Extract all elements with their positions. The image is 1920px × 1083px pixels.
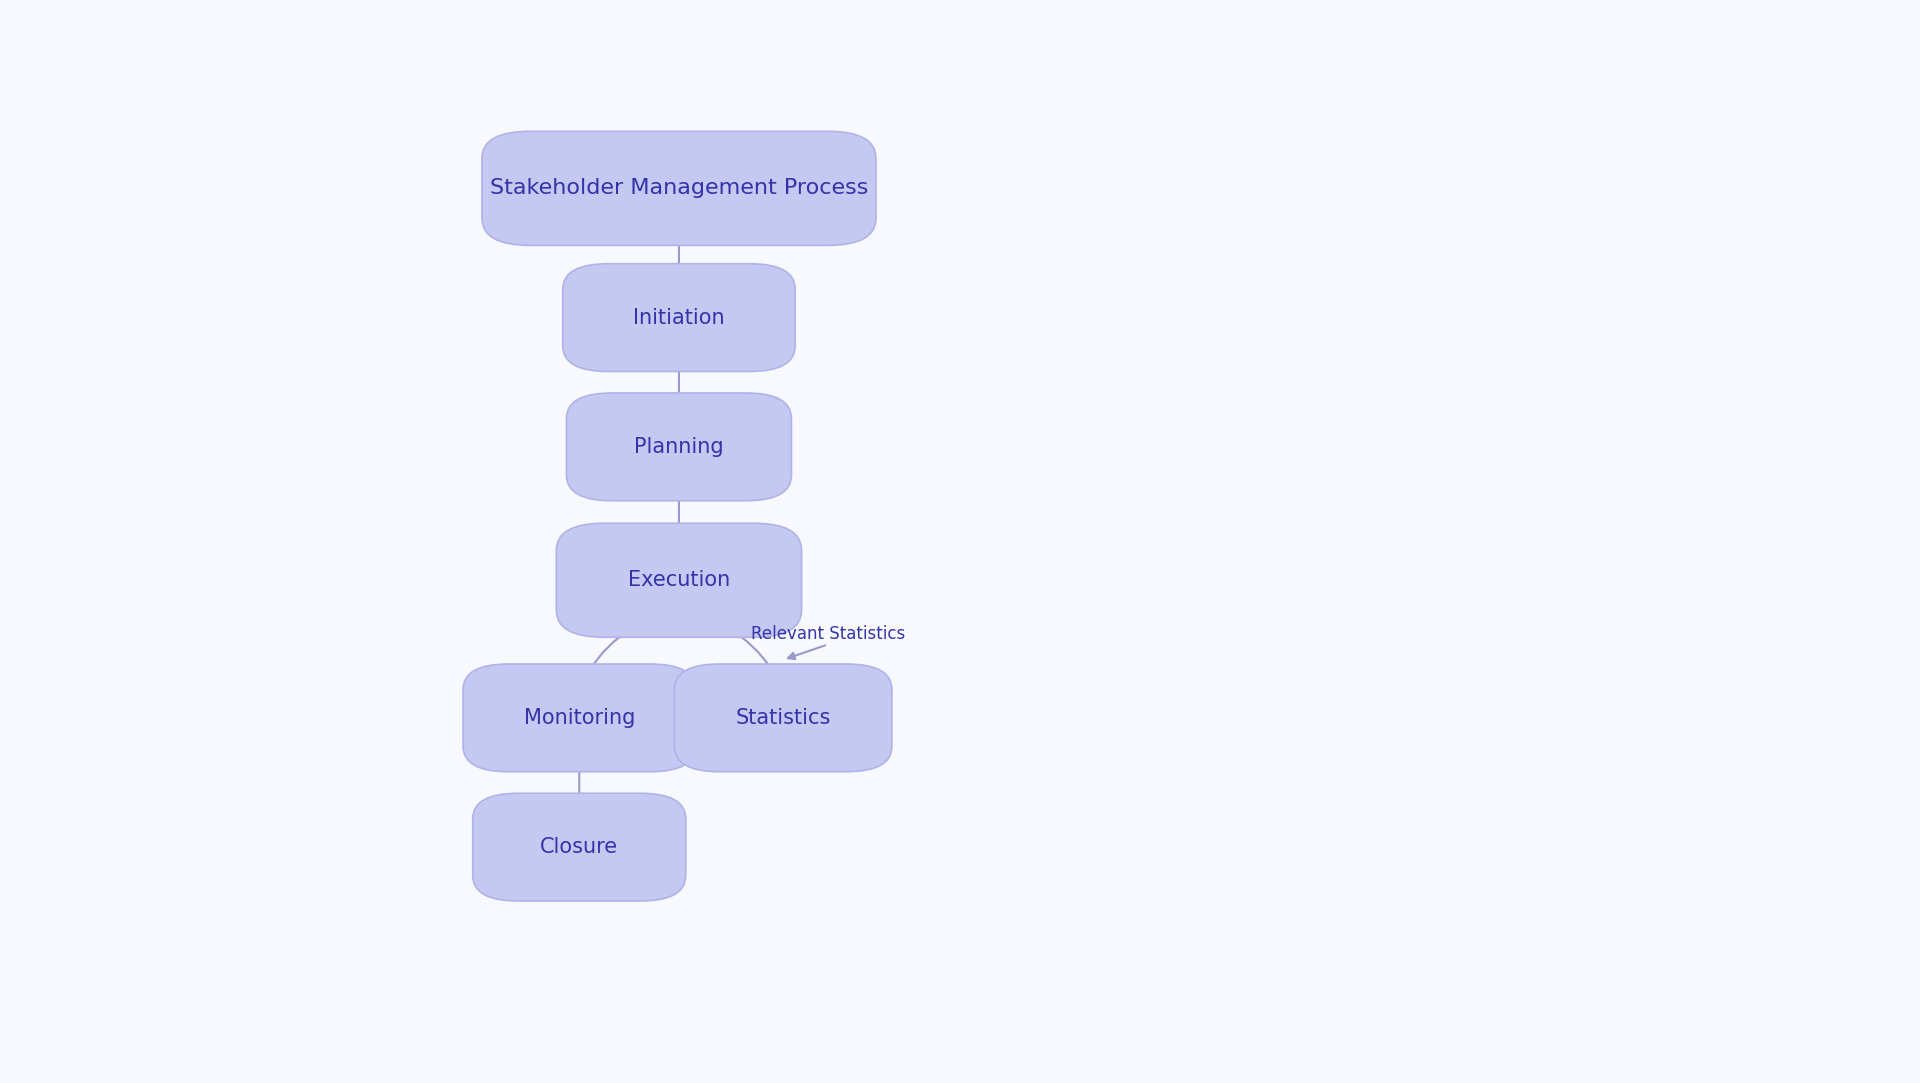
FancyBboxPatch shape <box>563 264 795 371</box>
Text: Stakeholder Management Process: Stakeholder Management Process <box>490 179 868 198</box>
FancyArrowPatch shape <box>582 611 676 684</box>
Text: Monitoring: Monitoring <box>524 708 636 728</box>
FancyBboxPatch shape <box>566 393 791 500</box>
Text: Planning: Planning <box>634 436 724 457</box>
FancyBboxPatch shape <box>482 131 876 246</box>
Text: Execution: Execution <box>628 571 730 590</box>
FancyBboxPatch shape <box>472 793 685 901</box>
Text: Relevant Statistics: Relevant Statistics <box>751 625 904 643</box>
FancyBboxPatch shape <box>463 664 695 772</box>
Text: Statistics: Statistics <box>735 708 831 728</box>
FancyArrowPatch shape <box>682 611 781 684</box>
Text: Closure: Closure <box>540 837 618 857</box>
Text: Initiation: Initiation <box>634 308 724 327</box>
FancyBboxPatch shape <box>557 523 801 637</box>
FancyBboxPatch shape <box>674 664 893 772</box>
